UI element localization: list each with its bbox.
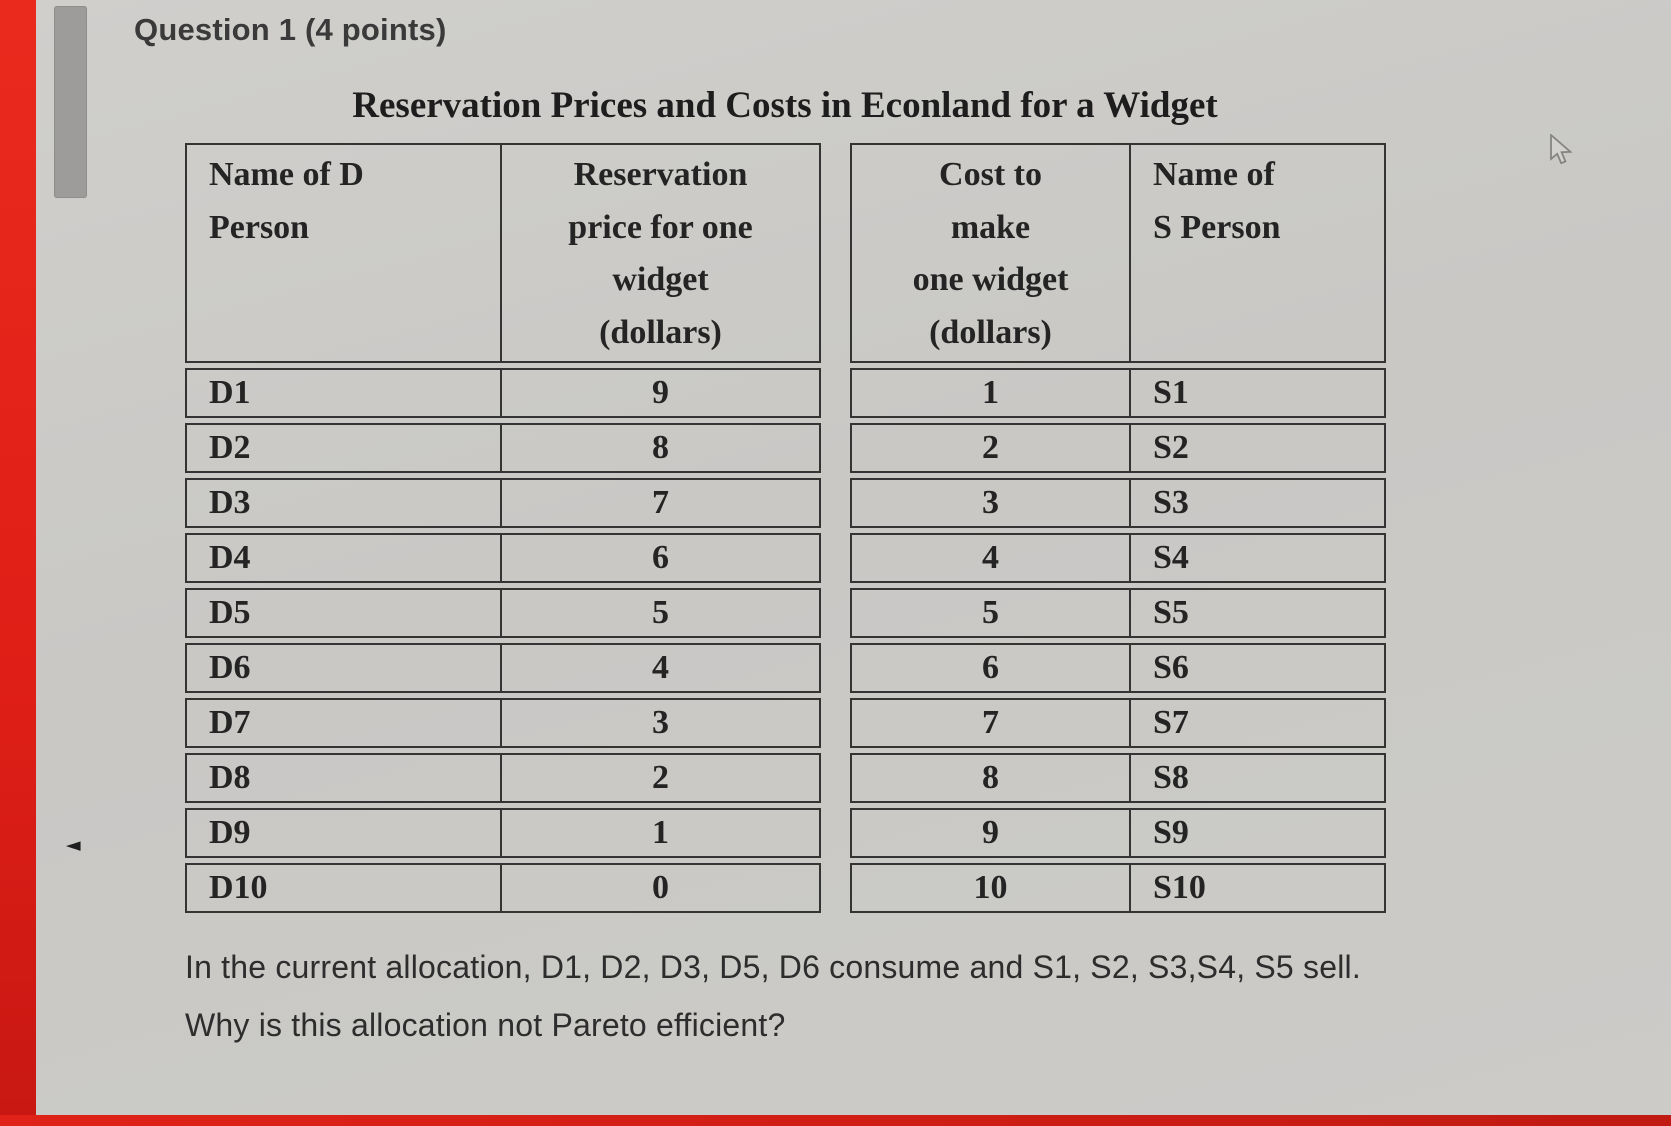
table-cell: S9: [1129, 807, 1386, 858]
table-cell: D2: [185, 422, 500, 473]
question-text-line2: Why is this allocation not Pareto effici…: [185, 1007, 786, 1043]
table-cell: S6: [1129, 642, 1386, 693]
supply-header-cost-to-make: Cost to make one widget (dollars): [850, 143, 1129, 363]
table-row: 7 S7: [850, 697, 1386, 748]
table-cell: S3: [1129, 477, 1386, 528]
scrollbar-thumb[interactable]: [54, 6, 87, 198]
table-row: D10 0: [185, 862, 821, 913]
table-cell: S1: [1129, 367, 1386, 418]
table-cell: S10: [1129, 862, 1386, 913]
table-cell: D3: [185, 477, 500, 528]
demand-table: Name of D Person Reservation price for o…: [185, 138, 821, 918]
table-cell: 1: [500, 807, 821, 858]
table-row: D2 8: [185, 422, 821, 473]
table-cell: 1: [850, 367, 1129, 418]
supply-table: Cost to make one widget (dollars) Name o…: [850, 138, 1386, 918]
table-row: 5 S5: [850, 587, 1386, 638]
table-row: 10 S10: [850, 862, 1386, 913]
table-row: D9 1: [185, 807, 821, 858]
table-cell: D4: [185, 532, 500, 583]
table-cell: S7: [1129, 697, 1386, 748]
table-cell: 10: [850, 862, 1129, 913]
table-cell: D6: [185, 642, 500, 693]
table-cell: D7: [185, 697, 500, 748]
table-cell: 3: [850, 477, 1129, 528]
table-cell: 5: [500, 587, 821, 638]
demand-table-header-row: Name of D Person Reservation price for o…: [185, 143, 821, 363]
table-cell: S2: [1129, 422, 1386, 473]
table-cell: 0: [500, 862, 821, 913]
question-text-line1: In the current allocation, D1, D2, D3, D…: [185, 949, 1361, 985]
table-cell: S5: [1129, 587, 1386, 638]
table-cell: 3: [500, 697, 821, 748]
supply-table-header-row: Cost to make one widget (dollars) Name o…: [850, 143, 1386, 363]
table-cell: 6: [850, 642, 1129, 693]
table-row: D7 3: [185, 697, 821, 748]
table-row: D1 9: [185, 367, 821, 418]
table-title: Reservation Prices and Costs in Econland…: [352, 85, 1218, 126]
table-cell: D1: [185, 367, 500, 418]
table-cell: 6: [500, 532, 821, 583]
table-cell: D5: [185, 587, 500, 638]
table-cell: S8: [1129, 752, 1386, 803]
red-edge-bar-left: [0, 0, 36, 1126]
table-row: 2 S2: [850, 422, 1386, 473]
supply-header-name-of-s-person: Name of S Person: [1129, 143, 1386, 363]
table-cell: S4: [1129, 532, 1386, 583]
table-row: 3 S3: [850, 477, 1386, 528]
demand-header-reservation-price: Reservation price for one widget (dollar…: [500, 143, 821, 363]
table-row: D4 6: [185, 532, 821, 583]
table-row: D6 4: [185, 642, 821, 693]
supply-table-body: 1 S1 2 S2 3 S3 4 S4 5 S5 6 S6 7 S7 8 S8 9 S9 10 S10: [850, 367, 1386, 913]
table-row: D3 7: [185, 477, 821, 528]
table-cell: 2: [850, 422, 1129, 473]
table-row: D8 2: [185, 752, 821, 803]
table-row: D5 5: [185, 587, 821, 638]
table-cell: 2: [500, 752, 821, 803]
red-edge-bar-bottom: [0, 1115, 1671, 1126]
triangle-marker-icon: ◄: [66, 834, 81, 856]
table-cell: 4: [500, 642, 821, 693]
question-header: Question 1 (4 points): [134, 12, 447, 47]
mouse-cursor-icon: [1548, 133, 1574, 171]
table-cell: 4: [850, 532, 1129, 583]
question-text: In the current allocation, D1, D2, D3, D…: [185, 938, 1615, 1054]
demand-table-body: D1 9 D2 8 D3 7 D4 6 D5 5 D6 4 D7 3 D8 2 D9 1 D10 0: [185, 367, 821, 913]
table-cell: D8: [185, 752, 500, 803]
table-cell: D9: [185, 807, 500, 858]
table-cell: D10: [185, 862, 500, 913]
table-cell: 5: [850, 587, 1129, 638]
table-row: 1 S1: [850, 367, 1386, 418]
table-row: 8 S8: [850, 752, 1386, 803]
table-row: 6 S6: [850, 642, 1386, 693]
table-cell: 8: [500, 422, 821, 473]
table-row: 4 S4: [850, 532, 1386, 583]
table-cell: 9: [500, 367, 821, 418]
table-cell: 7: [850, 697, 1129, 748]
demand-header-name-of-d-person: Name of D Person: [185, 143, 500, 363]
table-cell: 8: [850, 752, 1129, 803]
table-row: 9 S9: [850, 807, 1386, 858]
table-cell: 7: [500, 477, 821, 528]
table-cell: 9: [850, 807, 1129, 858]
